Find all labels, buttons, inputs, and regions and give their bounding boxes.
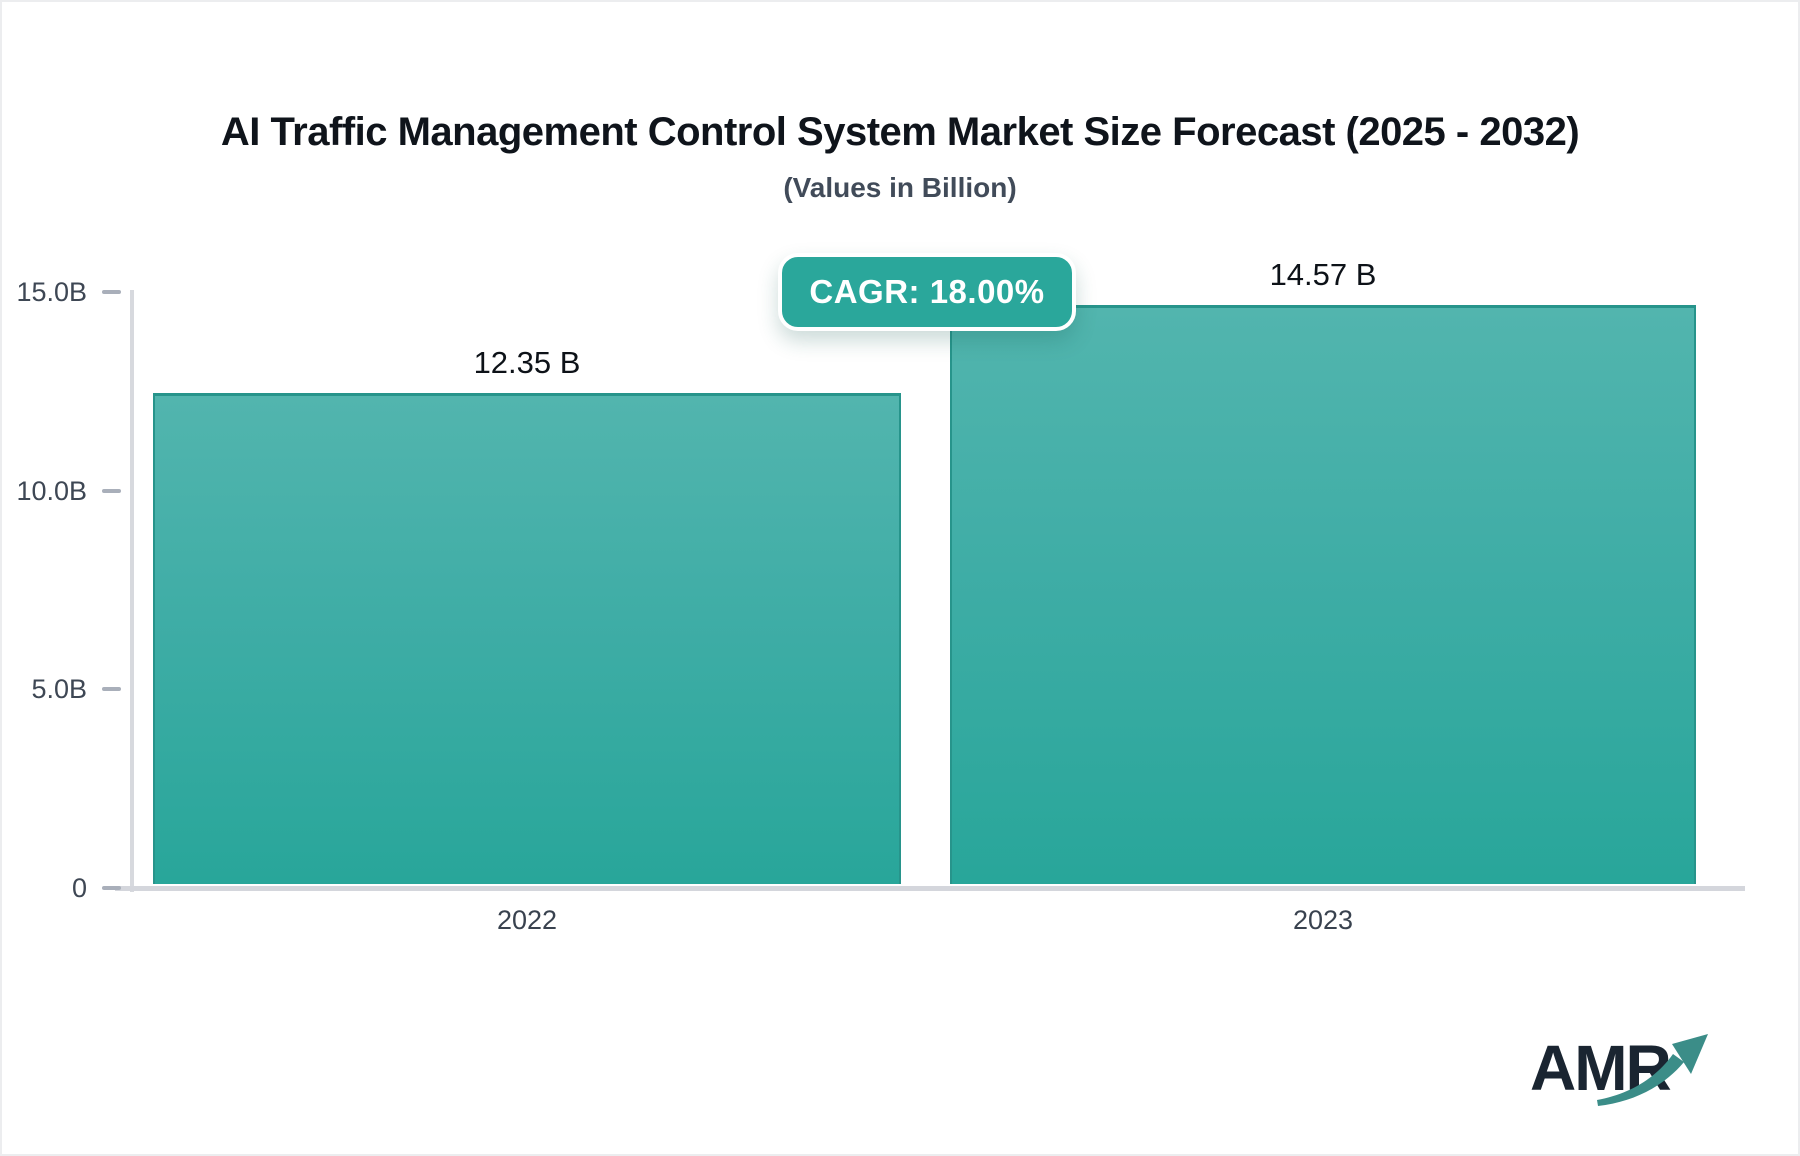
y-tick-mark	[102, 687, 121, 691]
chart-title: AI Traffic Management Control System Mar…	[220, 110, 1580, 154]
x-axis-label-2023: 2023	[1292, 905, 1354, 935]
x-axis-line	[115, 886, 1745, 891]
y-tick-mark	[102, 290, 121, 294]
bar-column-2023: 14.57 B	[950, 257, 1696, 884]
y-tick-label: 0	[71, 873, 87, 903]
cagr-badge: CAGR: 18.00%	[778, 253, 1076, 331]
y-tick-mark	[102, 489, 121, 493]
y-tick-label: 10.0B	[16, 476, 87, 506]
bar-value-label: 12.35 B	[473, 345, 581, 380]
x-axis-label-2022: 2022	[496, 905, 558, 935]
bar-value-label: 14.57 B	[1269, 257, 1377, 292]
y-tick-label: 15.0B	[16, 277, 87, 307]
bar-column-2022: 12.35 B	[153, 284, 901, 884]
chart-subtitle: (Values in Billion)	[783, 172, 1017, 203]
growth-arrow-icon	[1597, 1034, 1708, 1106]
y-tick-mark	[102, 886, 121, 890]
y-axis-line	[130, 290, 134, 892]
cagr-badge-label: CAGR: 18.00%	[809, 273, 1045, 310]
bar-2023	[950, 305, 1696, 884]
amr-logo: AMR	[1530, 1034, 1740, 1129]
bar-2022	[153, 393, 901, 884]
y-tick-label: 5.0B	[31, 674, 87, 704]
